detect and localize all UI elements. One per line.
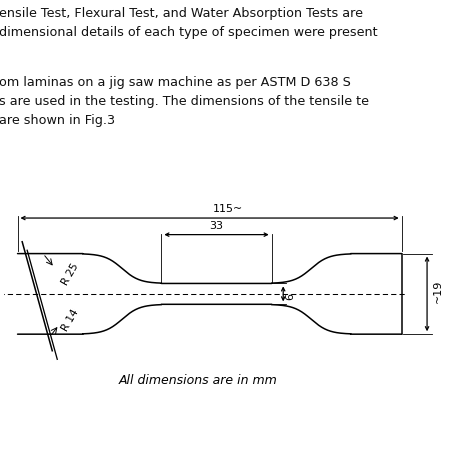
Text: All dimensions are in mm: All dimensions are in mm [118, 374, 277, 387]
Text: om laminas on a jig saw machine as per ASTM D 638 S: om laminas on a jig saw machine as per A… [0, 76, 351, 89]
Text: dimensional details of each type of specimen were present: dimensional details of each type of spec… [0, 26, 378, 39]
Text: are shown in Fig.3: are shown in Fig.3 [0, 114, 115, 127]
Text: s are used in the testing. The dimensions of the tensile te: s are used in the testing. The dimension… [0, 95, 369, 108]
Text: 33: 33 [210, 221, 224, 231]
Text: ensile Test, Flexural Test, and Water Absorption Tests are: ensile Test, Flexural Test, and Water Ab… [0, 7, 363, 20]
Text: R 14: R 14 [61, 307, 81, 333]
Text: ~19: ~19 [433, 280, 443, 303]
Text: 115~: 115~ [213, 204, 243, 214]
Text: 6: 6 [285, 293, 295, 300]
Text: R 25: R 25 [61, 261, 81, 287]
